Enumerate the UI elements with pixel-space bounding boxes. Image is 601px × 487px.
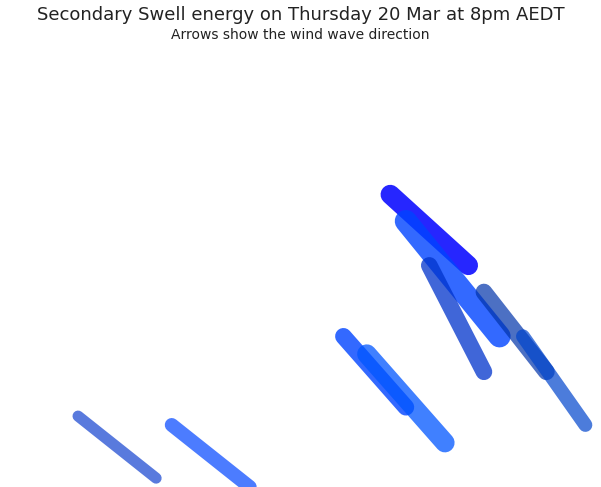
- Text: Arrows show the wind wave direction: Arrows show the wind wave direction: [171, 28, 430, 42]
- Text: Secondary Swell energy on Thursday 20 Mar at 8pm AEDT: Secondary Swell energy on Thursday 20 Ma…: [37, 6, 564, 24]
